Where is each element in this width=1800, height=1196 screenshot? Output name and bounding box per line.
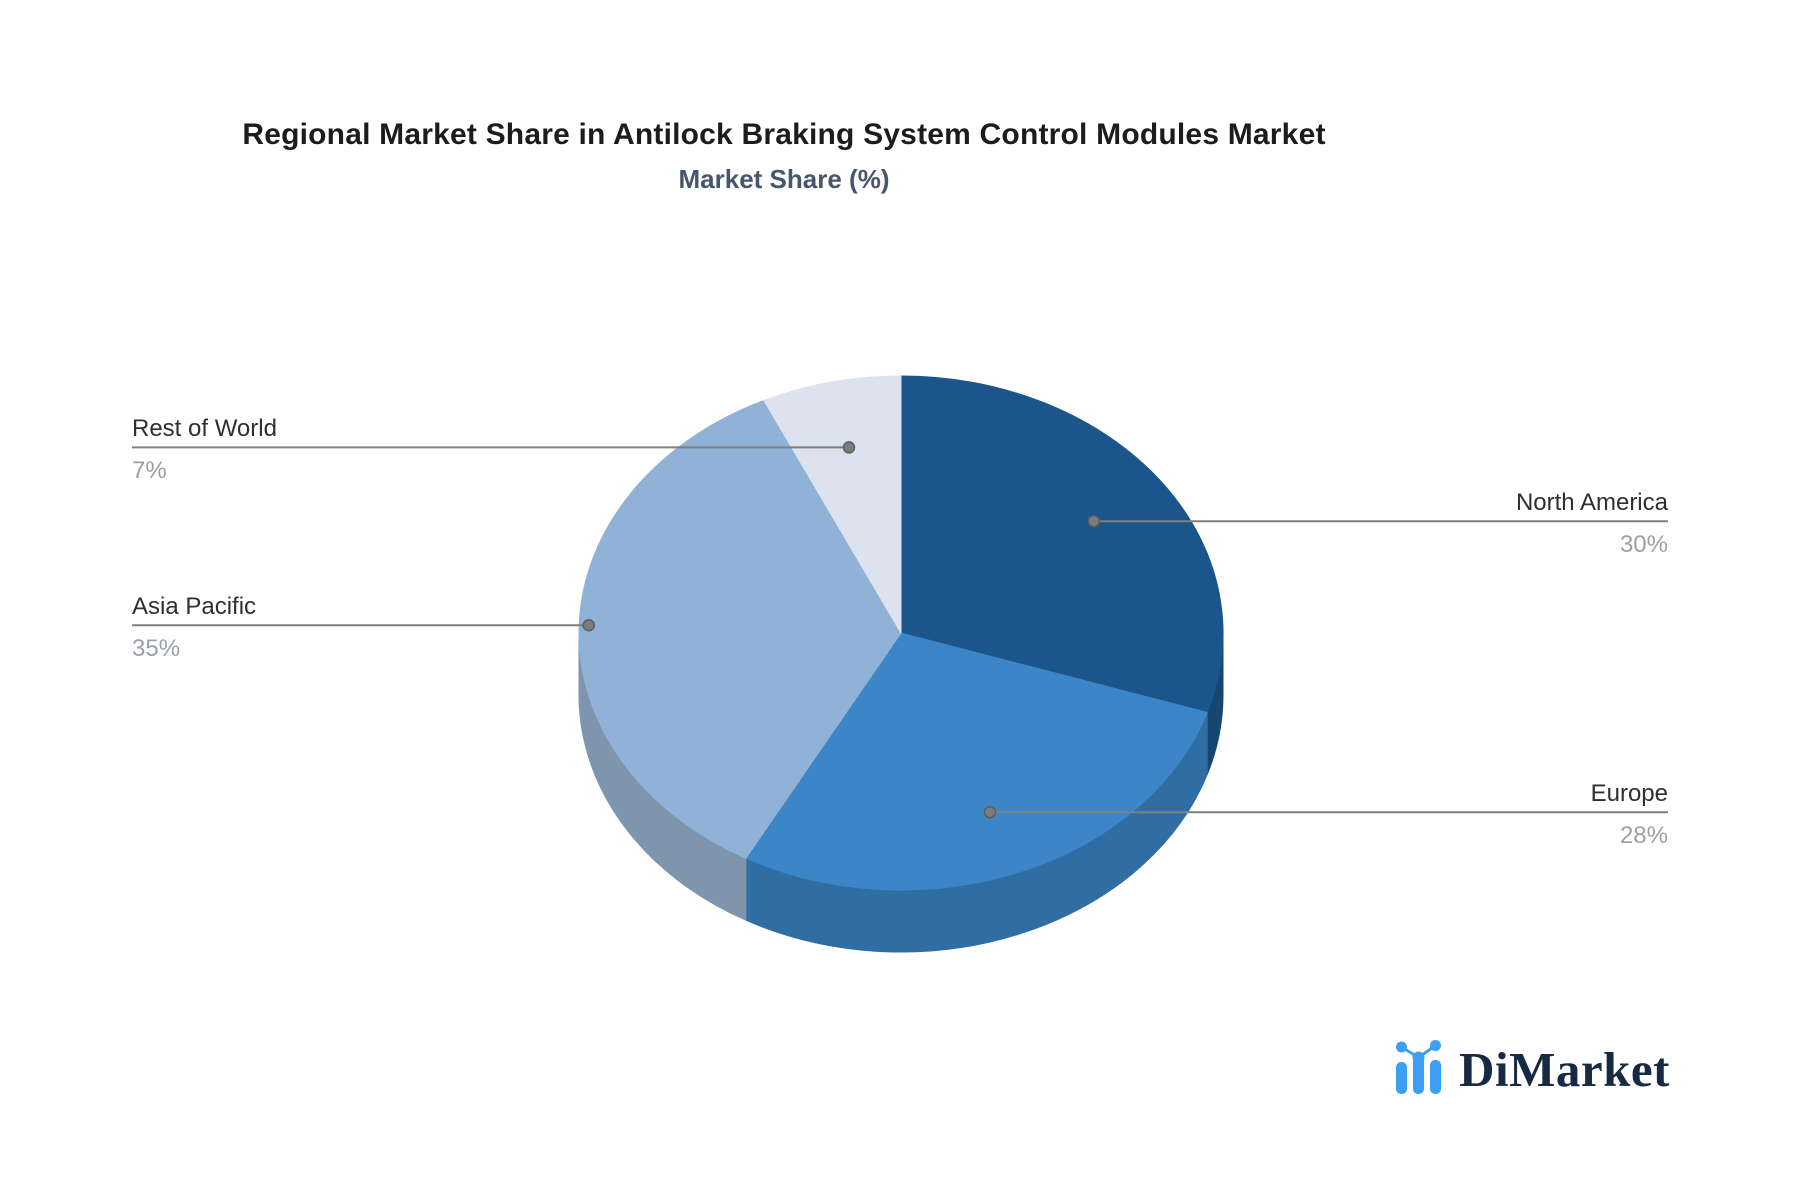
- pie-slice-europe: [745, 632, 1208, 891]
- leader-dot-rest-of-world: [842, 441, 856, 454]
- brand-name: DiMarket: [1459, 1042, 1670, 1097]
- bar-line-chart-icon: [1396, 1040, 1442, 1094]
- pie-slice-north-america: [900, 375, 1224, 713]
- pie-slice-rest-of-world: [763, 375, 902, 634]
- brand-logo: DiMarket: [1396, 1038, 1670, 1094]
- chart-header: Regional Market Share in Antilock Brakin…: [0, 118, 1568, 195]
- leader-dot-asia-pacific: [582, 618, 596, 632]
- chart-subtitle: Market Share (%): [678, 164, 890, 194]
- chart-title: Regional Market Share in Antilock Brakin…: [242, 118, 1326, 151]
- leader-dot-europe: [983, 805, 997, 819]
- leader-dot-north-america: [1087, 514, 1101, 528]
